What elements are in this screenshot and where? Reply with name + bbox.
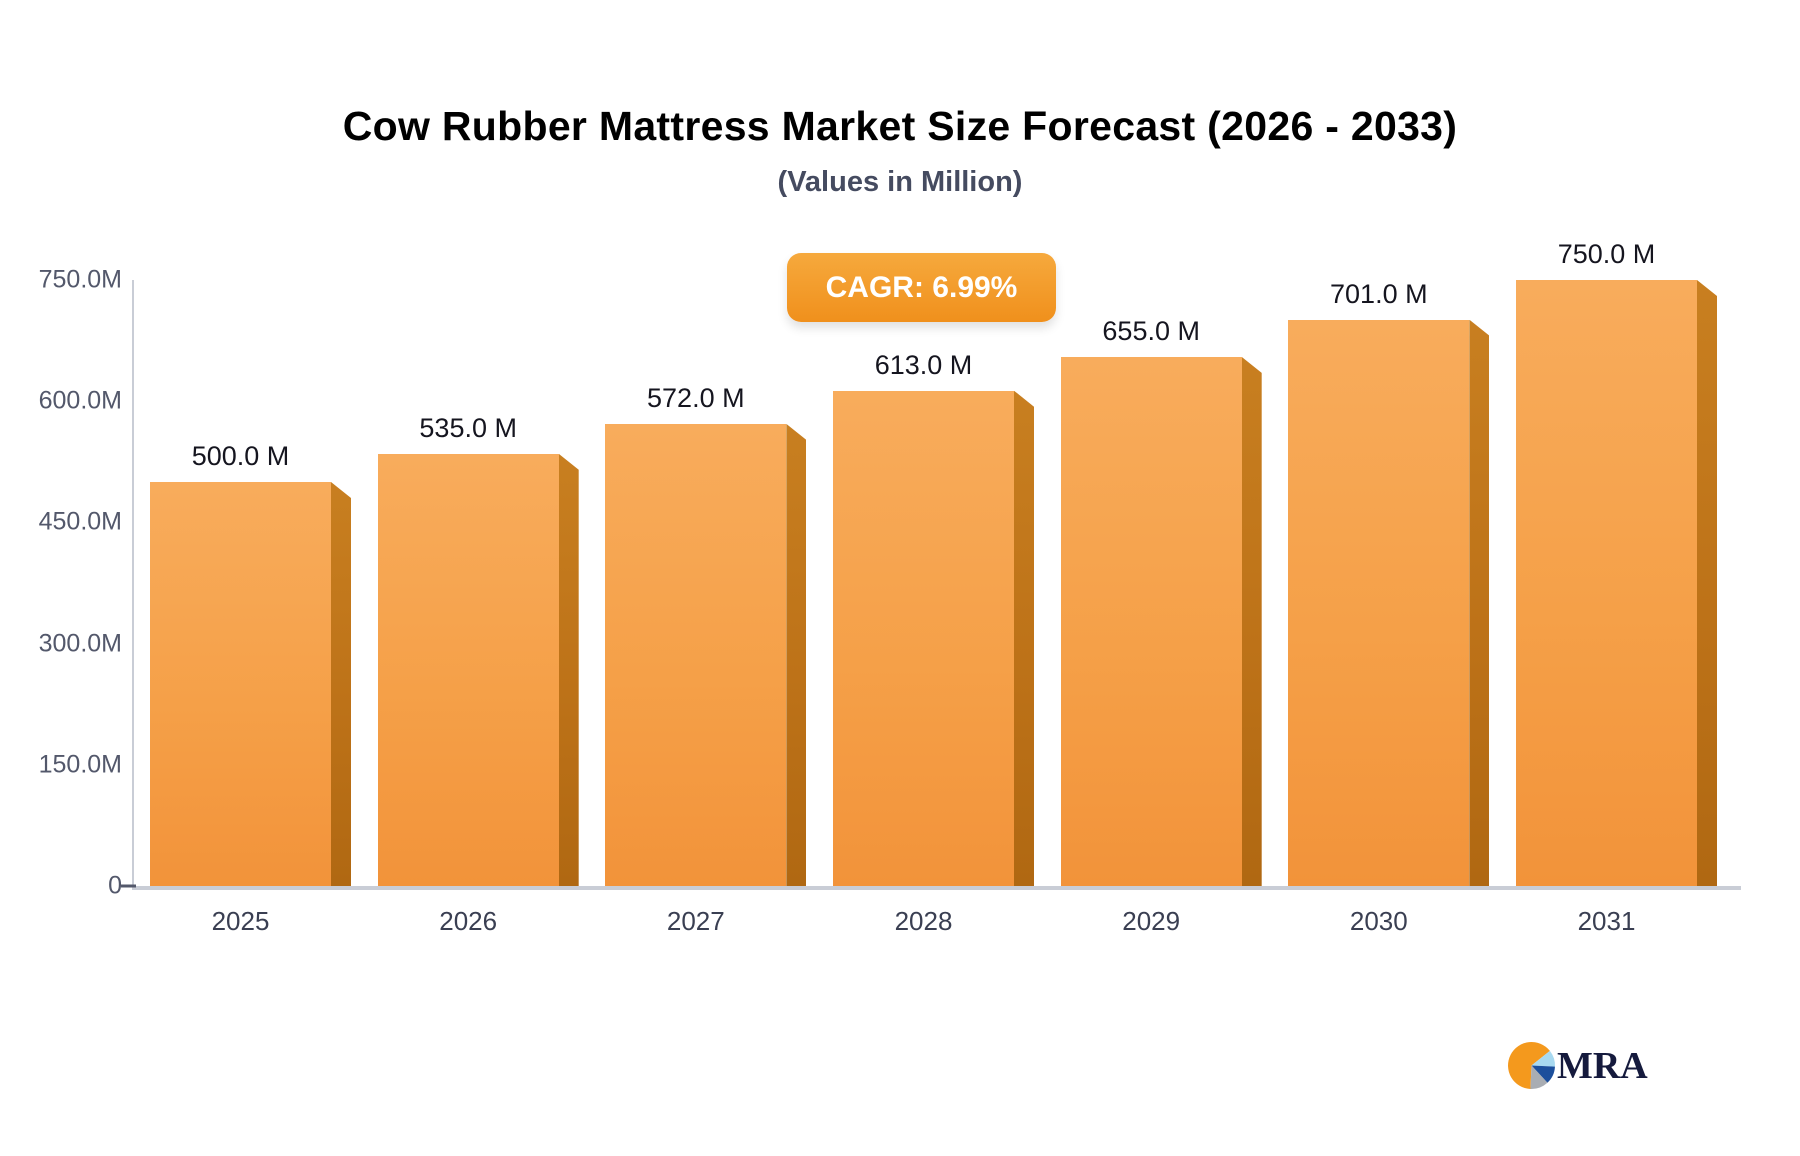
svg-text:MRA: MRA [1557, 1045, 1648, 1087]
